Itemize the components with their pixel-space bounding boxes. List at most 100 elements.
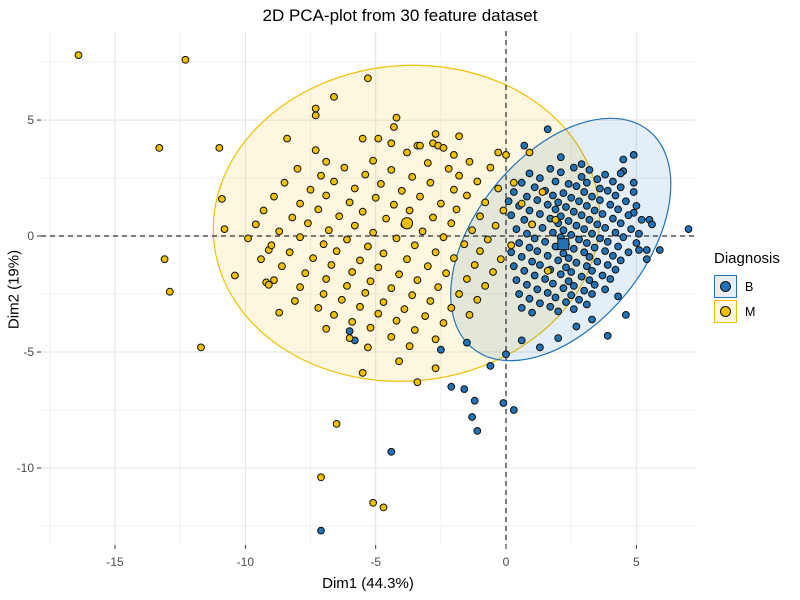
data-point <box>627 225 635 234</box>
data-point <box>317 171 325 180</box>
data-point <box>648 220 656 229</box>
data-point <box>332 247 341 256</box>
data-point <box>541 275 549 283</box>
data-point <box>601 224 609 232</box>
data-point <box>554 334 563 343</box>
data-point <box>311 104 320 113</box>
data-point <box>366 277 375 286</box>
data-point <box>616 256 625 265</box>
data-point <box>463 338 471 347</box>
data-point <box>231 271 239 280</box>
data-point <box>582 262 591 271</box>
data-point <box>572 322 581 331</box>
legend: Diagnosis B M <box>714 250 800 325</box>
y-tick-label: -5 <box>23 345 34 360</box>
data-point <box>562 203 570 211</box>
data-point <box>603 261 612 269</box>
data-point <box>350 184 359 193</box>
data-point <box>622 311 630 319</box>
data-point <box>444 164 453 173</box>
data-point <box>567 291 576 300</box>
data-point <box>606 200 615 209</box>
data-point <box>405 206 414 215</box>
data-point <box>408 291 417 300</box>
data-point <box>387 166 396 174</box>
data-point <box>387 139 396 148</box>
data-point <box>330 311 338 319</box>
data-point <box>533 247 542 256</box>
data-point <box>601 247 609 256</box>
data-point <box>481 198 490 207</box>
data-point <box>543 289 552 297</box>
data-point <box>590 280 599 289</box>
data-point <box>593 257 602 266</box>
data-point <box>437 345 445 354</box>
data-point <box>575 235 583 244</box>
data-point <box>588 290 596 298</box>
data-point <box>465 157 474 166</box>
data-point <box>426 178 435 187</box>
data-point <box>528 308 536 317</box>
data-point <box>181 55 190 64</box>
data-point <box>197 343 205 352</box>
data-point <box>629 151 638 159</box>
data-point <box>611 191 620 200</box>
data-point <box>416 141 424 150</box>
data-point <box>330 177 338 186</box>
x-tick-label: 5 <box>633 555 640 569</box>
legend-key-m <box>714 300 737 323</box>
data-point <box>549 191 557 200</box>
data-point <box>577 211 586 220</box>
data-point <box>319 290 328 298</box>
data-point <box>564 254 573 263</box>
data-point <box>465 311 474 319</box>
data-point <box>546 302 555 311</box>
data-point <box>460 240 469 249</box>
data-point <box>270 192 278 201</box>
data-point <box>301 269 310 278</box>
data-point <box>546 164 555 173</box>
data-point <box>590 243 599 252</box>
data-point <box>455 132 464 141</box>
data-point <box>611 228 620 237</box>
data-point <box>556 212 565 221</box>
data-point <box>585 166 594 174</box>
data-point <box>275 308 284 317</box>
data-point <box>528 220 536 229</box>
data-point <box>629 188 638 196</box>
data-point <box>554 256 563 265</box>
data-point <box>590 206 599 215</box>
data-point <box>684 225 693 234</box>
data-point <box>358 134 367 143</box>
data-point <box>530 183 539 192</box>
data-point <box>499 206 508 215</box>
data-point <box>517 304 526 312</box>
data-point <box>491 221 500 230</box>
data-point <box>345 334 354 343</box>
data-point <box>374 309 383 318</box>
data-point <box>551 177 560 186</box>
data-point <box>496 255 505 264</box>
data-point <box>507 211 516 220</box>
data-point <box>483 235 492 244</box>
data-point <box>551 215 560 224</box>
data-point <box>345 198 354 207</box>
data-point <box>374 263 383 272</box>
data-point <box>596 184 604 193</box>
data-point <box>387 447 396 456</box>
data-point <box>603 331 612 340</box>
data-point <box>582 300 591 309</box>
data-point <box>371 193 380 202</box>
data-point <box>616 183 625 192</box>
data-point <box>155 144 164 152</box>
data-point <box>525 294 534 303</box>
y-tick-label: 0 <box>27 229 34 244</box>
data-point <box>387 333 396 341</box>
data-point <box>614 242 622 251</box>
data-point <box>523 192 531 201</box>
data-point <box>549 228 557 237</box>
data-point <box>507 241 516 250</box>
data-point <box>447 382 456 391</box>
data-point <box>588 315 596 324</box>
